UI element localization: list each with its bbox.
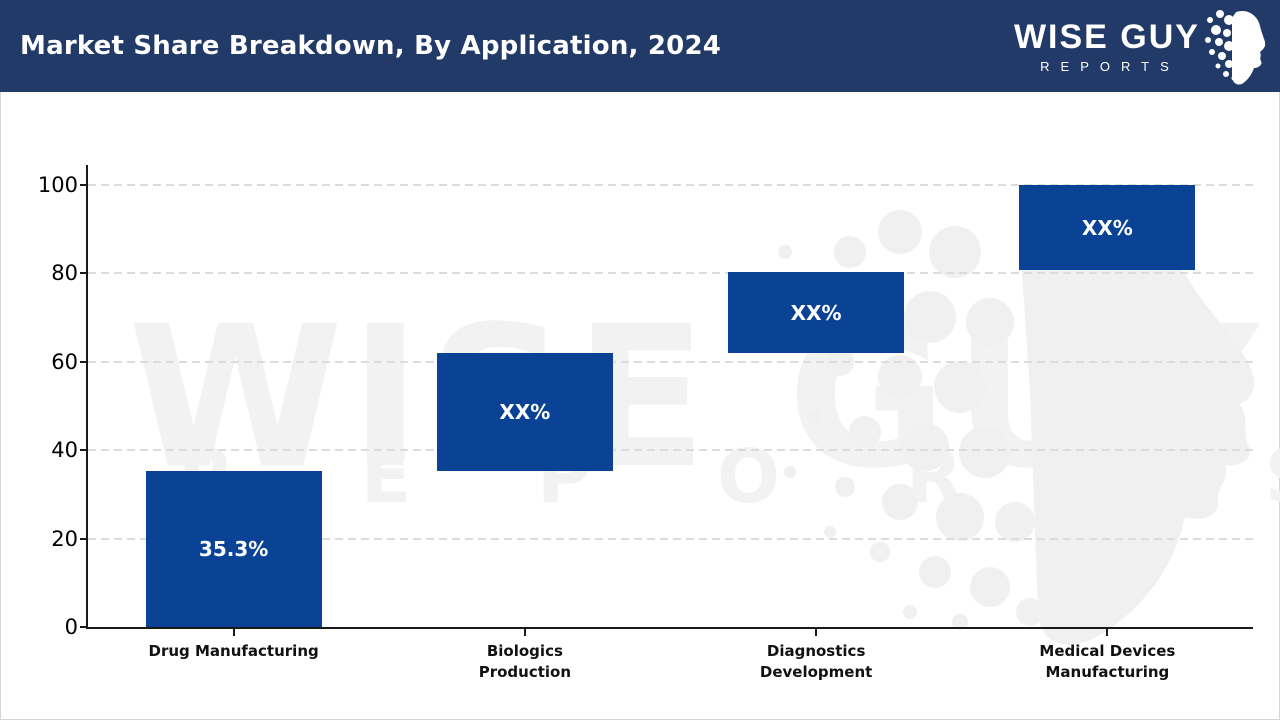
logo-wordmark: WISE GUY: [1013, 17, 1200, 56]
x-axis-category-line: Diagnostics: [766, 642, 866, 660]
x-axis-tick-mark: [815, 629, 818, 636]
y-axis-tick-mark: [80, 361, 87, 363]
gridline: [88, 361, 1253, 363]
logo-face-icon: [1205, 10, 1266, 85]
x-axis-tick-mark: [232, 629, 235, 636]
x-axis-category-line: Biologics: [486, 642, 563, 660]
x-axis-category-line: Production: [478, 663, 572, 681]
y-axis-tick-label: 100: [37, 173, 78, 197]
waterfall-bar: XX%: [1019, 185, 1196, 271]
y-axis-tick-label: 40: [51, 438, 78, 462]
y-axis-line: [86, 165, 88, 629]
y-axis-tick-label: 80: [51, 261, 78, 285]
bar-value-label: XX%: [1081, 215, 1133, 240]
y-axis-tick-mark: [80, 626, 87, 628]
gridline: [88, 272, 1253, 274]
y-axis-tick-mark: [80, 449, 87, 451]
x-axis-category-line: Development: [759, 663, 873, 681]
y-axis-tick-label: 60: [51, 350, 78, 374]
logo-subtitle: REPORTS: [1040, 58, 1180, 74]
y-axis-tick-mark: [80, 184, 87, 186]
bar-value-label: XX%: [790, 300, 842, 325]
gridline: [88, 538, 1253, 540]
x-axis-category-line: Manufacturing: [1045, 663, 1170, 681]
chart-area: WISE GUY R E P O R T S 0 20 40 60 80 1: [0, 92, 1280, 720]
wise-guy-reports-logo: WISE GUY REPORTS: [1014, 6, 1266, 86]
waterfall-bar: XX%: [436, 352, 613, 471]
gridline: [88, 184, 1253, 186]
x-axis-category-line: Medical Devices: [1039, 642, 1176, 660]
x-axis-tick-mark: [1106, 629, 1109, 636]
x-axis-category-label: Diagnostics Development: [686, 641, 946, 683]
logo-text: WISE GUY REPORTS: [1014, 20, 1200, 73]
bar-value-label: 35.3%: [198, 536, 269, 561]
x-axis-tick-mark: [523, 629, 526, 636]
waterfall-bar: XX%: [728, 272, 905, 353]
waterfall-bar: 35.3%: [145, 470, 322, 627]
y-axis-tick-mark: [80, 272, 87, 274]
bar-value-label: XX%: [499, 399, 551, 424]
x-axis-category-label: Medical Devices Manufacturing: [977, 641, 1237, 683]
report-header: Market Share Breakdown, By Application, …: [0, 0, 1280, 92]
gridline: [88, 449, 1253, 451]
page-title: Market Share Breakdown, By Application, …: [20, 31, 722, 61]
y-axis-tick-label: 0: [64, 615, 78, 639]
x-axis-line: [86, 627, 1253, 629]
x-axis-category-line: Drug Manufacturing: [148, 642, 319, 660]
y-axis-tick-label: 20: [51, 527, 78, 551]
y-axis-tick-mark: [80, 538, 87, 540]
x-axis-category-label: Biologics Production: [395, 641, 655, 683]
x-axis-category-label: Drug Manufacturing: [104, 641, 364, 662]
